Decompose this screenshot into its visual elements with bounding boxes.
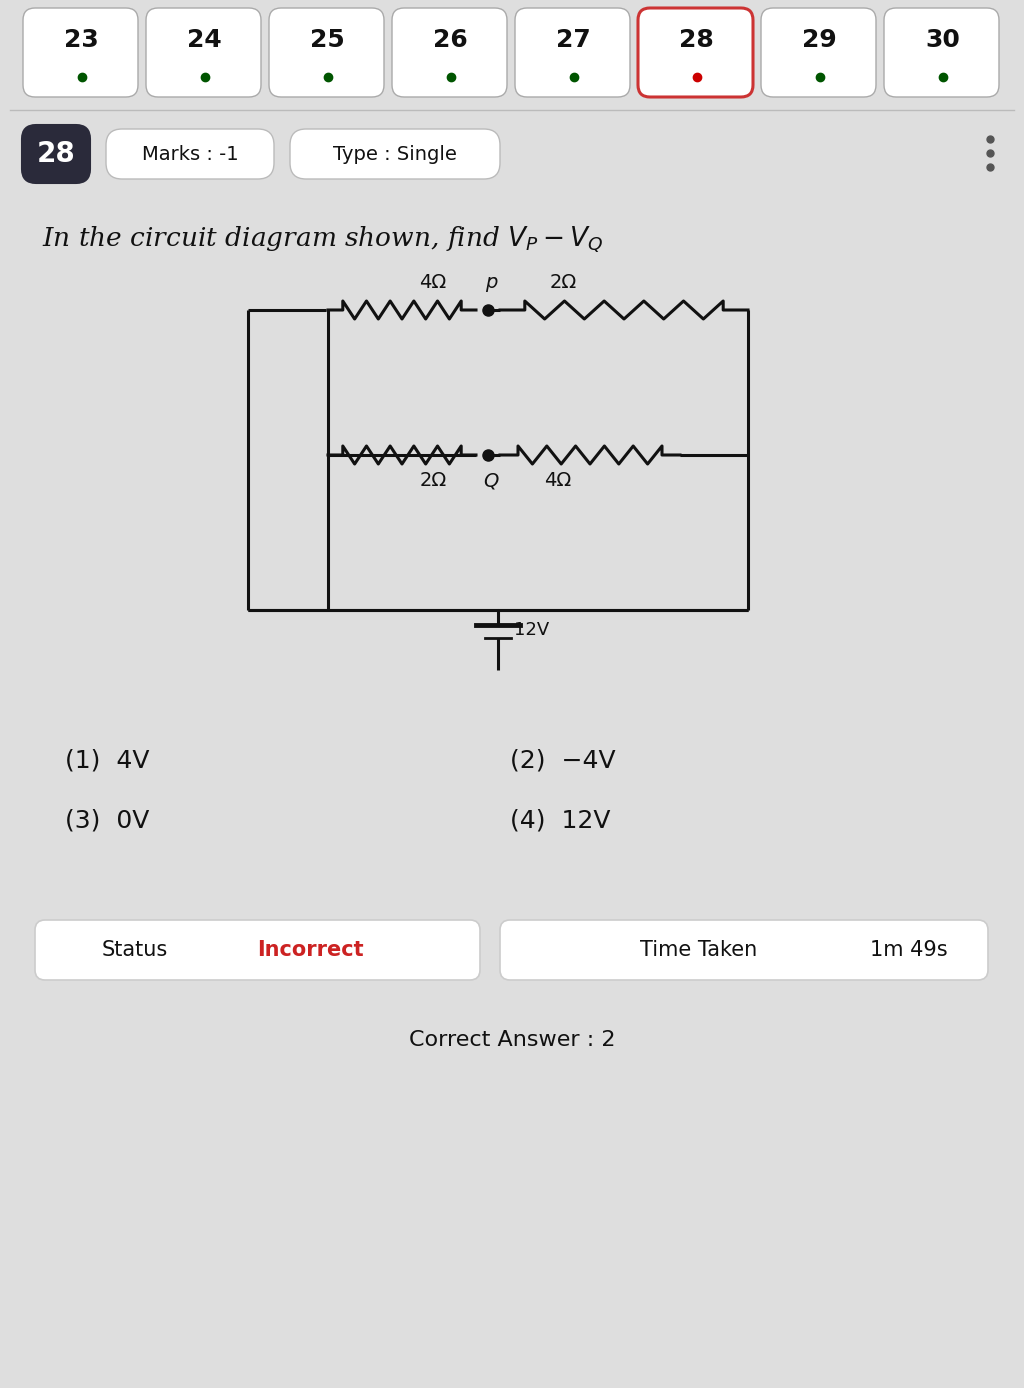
FancyBboxPatch shape: [23, 8, 138, 97]
FancyBboxPatch shape: [22, 125, 90, 183]
Text: 4Ω: 4Ω: [545, 471, 571, 490]
Text: 28: 28: [37, 140, 76, 168]
Text: 23: 23: [65, 28, 99, 51]
Text: Correct Answer : 2: Correct Answer : 2: [409, 1030, 615, 1049]
Text: (2)  −4V: (2) −4V: [510, 748, 615, 772]
Text: 26: 26: [433, 28, 468, 51]
Text: Q: Q: [483, 471, 499, 490]
Text: 4Ω: 4Ω: [420, 273, 446, 291]
Text: 27: 27: [556, 28, 591, 51]
Text: (4)  12V: (4) 12V: [510, 808, 610, 831]
Text: 2Ω: 2Ω: [420, 471, 446, 490]
FancyBboxPatch shape: [146, 8, 261, 97]
Text: Marks : -1: Marks : -1: [141, 144, 239, 164]
FancyBboxPatch shape: [35, 920, 480, 980]
FancyBboxPatch shape: [500, 920, 988, 980]
Text: 1m 49s: 1m 49s: [870, 940, 947, 960]
FancyBboxPatch shape: [106, 129, 274, 179]
Text: 24: 24: [187, 28, 222, 51]
Text: Type : Single: Type : Single: [333, 144, 457, 164]
Text: 25: 25: [310, 28, 345, 51]
FancyBboxPatch shape: [290, 129, 500, 179]
FancyBboxPatch shape: [884, 8, 999, 97]
Text: Time Taken: Time Taken: [640, 940, 758, 960]
FancyBboxPatch shape: [638, 8, 753, 97]
Text: In the circuit diagram shown, find $V_P - V_Q$: In the circuit diagram shown, find $V_P …: [42, 225, 604, 255]
Text: p: p: [484, 273, 498, 291]
Text: 29: 29: [802, 28, 837, 51]
Text: Status: Status: [101, 940, 168, 960]
FancyBboxPatch shape: [761, 8, 876, 97]
FancyBboxPatch shape: [515, 8, 630, 97]
Text: 12V: 12V: [514, 620, 549, 638]
Text: (1)  4V: (1) 4V: [65, 748, 150, 772]
FancyBboxPatch shape: [269, 8, 384, 97]
FancyBboxPatch shape: [392, 8, 507, 97]
Text: 2Ω: 2Ω: [549, 273, 577, 291]
Text: Incorrect: Incorrect: [257, 940, 364, 960]
Text: 28: 28: [679, 28, 714, 51]
Text: (3)  0V: (3) 0V: [65, 808, 150, 831]
Text: 30: 30: [925, 28, 959, 51]
